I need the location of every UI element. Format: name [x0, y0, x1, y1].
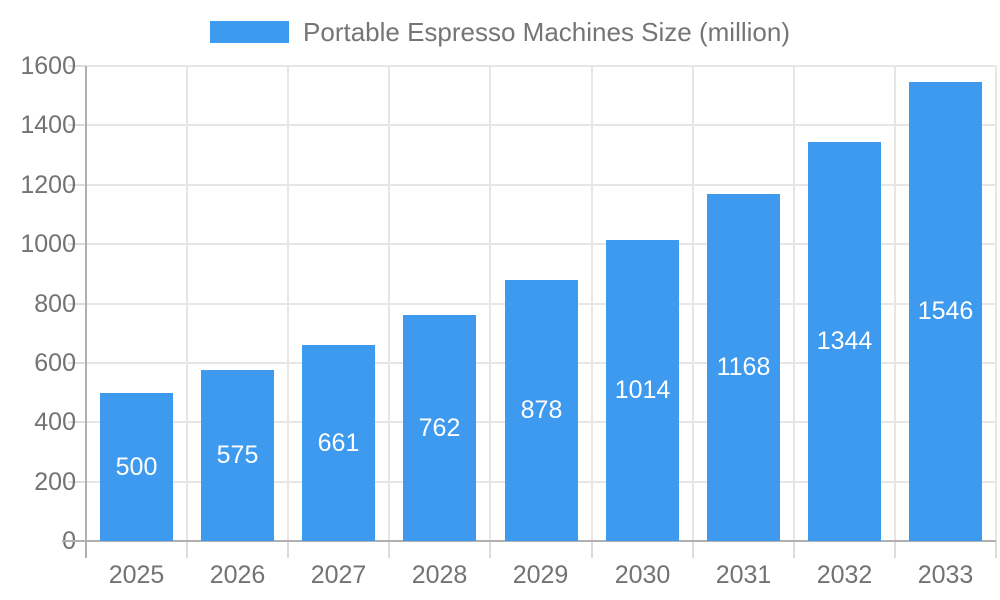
x-axis-tick-label: 2029: [512, 561, 569, 589]
x-axis-tick-label: 2025: [108, 561, 165, 589]
y-axis-tick-label: 200: [34, 467, 76, 496]
x-axis-tick: [186, 541, 189, 558]
gridline-vertical: [388, 66, 391, 541]
x-axis-tick: [792, 541, 795, 558]
x-axis-tick: [388, 541, 391, 558]
x-axis-tick-label: 2030: [614, 561, 671, 589]
x-axis-line: [62, 540, 996, 542]
y-axis-line: [85, 66, 87, 558]
y-axis-tick-label: 1000: [20, 230, 76, 259]
gridline-vertical: [995, 66, 997, 541]
bar[interactable]: 762: [403, 315, 476, 541]
x-axis-tick: [287, 541, 290, 558]
x-axis-tick-label: 2026: [209, 561, 266, 589]
x-axis-tick-label: 2031: [715, 561, 772, 589]
gridline-vertical: [893, 66, 896, 541]
bar[interactable]: 878: [505, 280, 578, 541]
legend-item[interactable]: Portable Espresso Machines Size (million…: [0, 17, 1000, 47]
gridline-vertical: [186, 66, 189, 541]
y-axis-tick: [68, 361, 86, 364]
y-axis-tick: [68, 302, 86, 305]
bar-value-label: 878: [520, 396, 563, 424]
bar-value-label: 1168: [716, 353, 771, 381]
y-axis-tick: [68, 183, 86, 186]
legend-label: Portable Espresso Machines Size (million…: [303, 16, 790, 47]
y-axis-tick-label: 1200: [20, 170, 76, 199]
y-axis-tick-label: 600: [34, 348, 76, 377]
gridline-horizontal: [86, 183, 996, 186]
gridline-horizontal: [86, 124, 996, 127]
y-axis-tick: [68, 124, 86, 127]
gridline-vertical: [691, 66, 694, 541]
bar[interactable]: 1014: [606, 240, 679, 541]
bar[interactable]: 1168: [707, 194, 780, 541]
gridline-vertical: [590, 66, 593, 541]
y-axis-tick-label: 1600: [20, 52, 76, 80]
bar-value-label: 1546: [917, 297, 974, 325]
gridline-horizontal: [86, 243, 996, 246]
bar[interactable]: 575: [201, 370, 274, 541]
y-axis-tick: [68, 65, 86, 67]
bar[interactable]: 1344: [808, 142, 881, 541]
y-axis-tick-label: 1400: [20, 111, 76, 140]
legend-swatch-icon: [210, 21, 290, 43]
gridline-horizontal: [86, 65, 996, 67]
gridline-vertical: [287, 66, 290, 541]
bar-value-label: 575: [216, 441, 259, 469]
x-axis-tick-label: 2032: [816, 561, 873, 589]
bar-value-label: 500: [115, 452, 158, 481]
x-axis-tick: [489, 541, 492, 558]
x-axis-tick-label: 2028: [411, 561, 468, 589]
bar[interactable]: 1546: [909, 82, 982, 541]
bar[interactable]: 661: [302, 345, 375, 541]
y-axis-tick-label: 400: [34, 408, 76, 437]
x-axis-tick-label: 2033: [917, 561, 974, 589]
y-axis-tick: [68, 243, 86, 246]
bar-value-label: 661: [317, 428, 360, 457]
bar-value-label: 1014: [614, 376, 671, 404]
x-axis-tick: [691, 541, 694, 558]
y-axis-tick: [68, 421, 86, 424]
x-axis-tick-label: 2027: [310, 561, 367, 589]
y-axis-tick: [68, 480, 86, 483]
x-axis-tick: [893, 541, 896, 558]
bar-value-label: 1344: [816, 327, 873, 355]
x-axis-tick: [590, 541, 593, 558]
gridline-vertical: [489, 66, 492, 541]
y-axis-tick-label: 800: [34, 289, 76, 318]
bar[interactable]: 500: [100, 393, 173, 541]
gridline-vertical: [792, 66, 795, 541]
x-axis-tick: [995, 541, 997, 558]
bar-value-label: 762: [418, 413, 461, 442]
